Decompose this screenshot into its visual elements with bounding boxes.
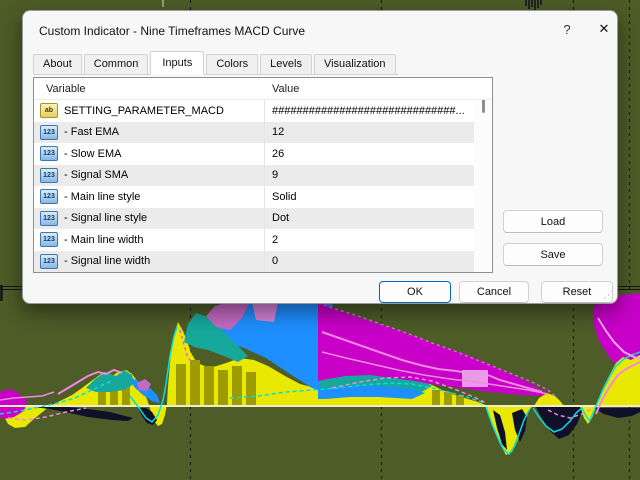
- param-name: - Signal SMA: [64, 169, 129, 182]
- macd-navy-right-blob: [536, 407, 585, 439]
- integer-parameter-icon: 123: [40, 232, 58, 248]
- macd-light-pink-block: [462, 370, 488, 387]
- table-row[interactable]: 123 - Signal line width 0: [34, 250, 474, 272]
- dialog-title: Custom Indicator - Nine Timeframes MACD …: [39, 24, 306, 38]
- save-button[interactable]: Save: [503, 243, 603, 266]
- macd-plum-band: [206, 302, 250, 330]
- tab-about[interactable]: About: [33, 54, 82, 74]
- close-icon[interactable]: ✕: [598, 21, 610, 36]
- table-row[interactable]: 123 - Signal SMA 9: [34, 164, 474, 186]
- ok-button[interactable]: OK: [379, 281, 451, 303]
- param-name: SETTING_PARAMETER_MACD: [64, 104, 224, 117]
- resize-grip[interactable]: ⋰: [603, 289, 614, 301]
- reset-button[interactable]: Reset: [541, 281, 613, 303]
- table-header: Variable Value: [34, 78, 492, 100]
- macd-magenta-topright: [593, 293, 640, 373]
- param-value[interactable]: Dot: [272, 212, 290, 225]
- param-name: - Main line style: [64, 190, 141, 203]
- integer-parameter-icon: 123: [40, 124, 58, 140]
- table-row[interactable]: 123 - Signal line style Dot: [34, 207, 474, 229]
- param-value[interactable]: 0: [272, 255, 279, 268]
- candle-wicks: [525, 0, 542, 10]
- column-separator: [264, 78, 265, 272]
- string-parameter-icon: ab: [40, 103, 58, 119]
- param-value[interactable]: 12: [272, 126, 285, 139]
- tab-common[interactable]: Common: [83, 54, 149, 74]
- cancel-button[interactable]: Cancel: [459, 281, 529, 303]
- tab-colors[interactable]: Colors: [206, 54, 259, 74]
- macd-magenta-main: [318, 302, 555, 398]
- macd-navy-v-lobe-1: [493, 410, 507, 450]
- param-name: - Slow EMA: [64, 147, 122, 160]
- macd-navy-right-strip: [594, 408, 640, 418]
- tab-strip: About Common Inputs Colors Levels Visual…: [33, 51, 398, 75]
- macd-histogram-bars: [98, 360, 464, 406]
- pink-lines: [0, 317, 640, 421]
- table-row[interactable]: 123 - Main line style Solid: [34, 186, 474, 208]
- table-row[interactable]: ab SETTING_PARAMETER_MACD ###############…: [34, 100, 474, 122]
- macd-plum-hump-bit: [137, 379, 151, 391]
- param-value[interactable]: 26: [272, 147, 285, 160]
- help-icon[interactable]: ?: [563, 22, 571, 37]
- column-header-variable[interactable]: Variable: [46, 82, 86, 95]
- param-value[interactable]: ##############################...: [272, 104, 465, 117]
- integer-parameter-icon: 123: [40, 210, 58, 226]
- table-row[interactable]: 123 - Slow EMA 26: [34, 143, 474, 165]
- macd-blue-mass: [205, 302, 345, 394]
- scrollbar-thumb[interactable]: [482, 96, 485, 113]
- macd-teal-band: [184, 313, 248, 362]
- table-row[interactable]: 123 - Fast EMA 12: [34, 121, 474, 143]
- magenta-lines: [179, 302, 557, 398]
- param-name: - Main line width: [64, 233, 144, 246]
- macd-blue-mid-band: [318, 386, 425, 399]
- param-value[interactable]: 2: [272, 233, 279, 246]
- macd-navy-v-lobe-2: [512, 409, 527, 442]
- indicator-properties-dialog: Custom Indicator - Nine Timeframes MACD …: [22, 10, 618, 304]
- param-value[interactable]: 9: [272, 169, 279, 182]
- table-scrollbar[interactable]: [474, 78, 492, 272]
- param-name: - Signal line width: [64, 255, 151, 268]
- integer-parameter-icon: 123: [40, 253, 58, 269]
- load-button[interactable]: Load: [503, 210, 603, 233]
- table-row[interactable]: 123 - Main line width 2: [34, 229, 474, 251]
- macd-teal-hump-cap: [86, 370, 134, 392]
- table-body: ab SETTING_PARAMETER_MACD ###############…: [34, 100, 474, 272]
- integer-parameter-icon: 123: [40, 189, 58, 205]
- integer-parameter-icon: 123: [40, 167, 58, 183]
- macd-yellow-main: [50, 322, 488, 426]
- tab-inputs[interactable]: Inputs: [150, 51, 205, 75]
- dialog-titlebar[interactable]: Custom Indicator - Nine Timeframes MACD …: [23, 11, 617, 45]
- param-name: - Fast EMA: [64, 126, 120, 139]
- macd-navy-left-wedge: [33, 406, 133, 421]
- tab-levels[interactable]: Levels: [260, 54, 312, 74]
- macd-magenta-left-blob: [0, 389, 27, 419]
- tab-visualization[interactable]: Visualization: [313, 54, 396, 74]
- macd-light-plum-column: [252, 302, 278, 322]
- column-header-value[interactable]: Value: [272, 82, 300, 95]
- param-value[interactable]: Solid: [272, 190, 297, 203]
- macd-yellow-right-hump: [534, 393, 564, 406]
- integer-parameter-icon: 123: [40, 146, 58, 162]
- param-name: - Signal line style: [64, 212, 148, 225]
- parameters-table: Variable Value ab SETTING_PARAMETER_MACD …: [33, 77, 493, 273]
